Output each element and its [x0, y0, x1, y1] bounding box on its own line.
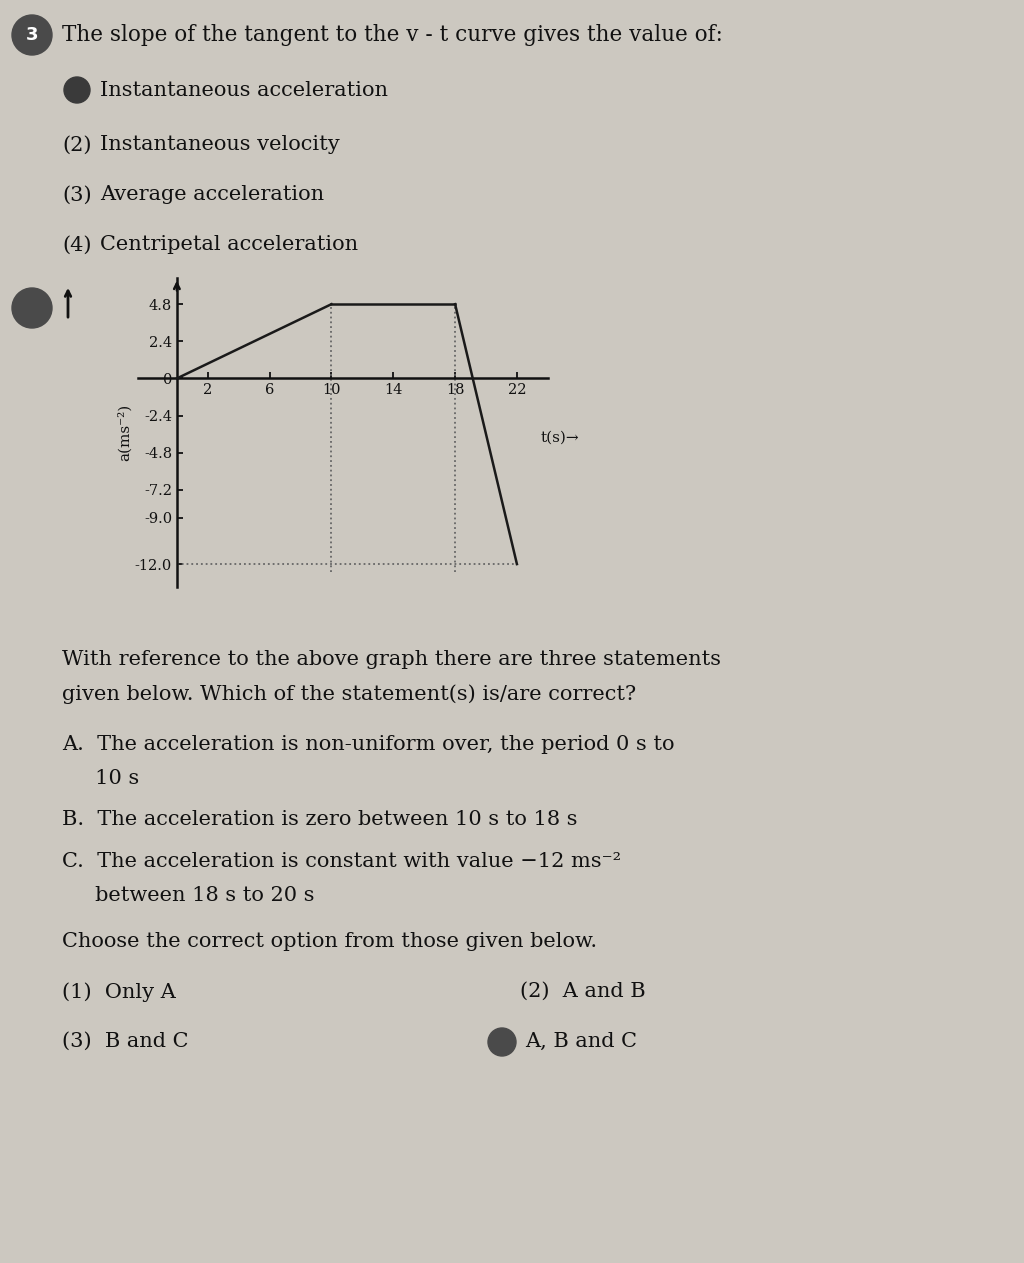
- Text: A.  The acceleration is non-uniform over, the period 0 s to: A. The acceleration is non-uniform over,…: [62, 735, 675, 754]
- Text: Choose the correct option from those given below.: Choose the correct option from those giv…: [62, 932, 597, 951]
- Text: (3): (3): [62, 186, 91, 205]
- Text: Instantaneous acceleration: Instantaneous acceleration: [100, 81, 388, 100]
- Text: given below. Which of the statement(s) is/are correct?: given below. Which of the statement(s) i…: [62, 685, 636, 703]
- Y-axis label: a(ms⁻²): a(ms⁻²): [118, 404, 132, 461]
- Text: t(s)→: t(s)→: [540, 431, 579, 445]
- Text: Instantaneous velocity: Instantaneous velocity: [100, 135, 340, 154]
- Text: C.  The acceleration is constant with value −12 ms⁻²: C. The acceleration is constant with val…: [62, 853, 622, 871]
- Text: (3)  B and C: (3) B and C: [62, 1032, 188, 1051]
- Text: The slope of the tangent to the v - t curve gives the value of:: The slope of the tangent to the v - t cu…: [62, 24, 723, 45]
- Text: 10 s: 10 s: [62, 769, 139, 788]
- Circle shape: [12, 15, 52, 56]
- Text: Centripetal acceleration: Centripetal acceleration: [100, 235, 358, 255]
- Text: B.  The acceleration is zero between 10 s to 18 s: B. The acceleration is zero between 10 s…: [62, 810, 578, 829]
- Text: (2): (2): [62, 135, 91, 154]
- Text: Average acceleration: Average acceleration: [100, 186, 325, 205]
- Text: (2)  A and B: (2) A and B: [520, 983, 645, 1002]
- Text: 3: 3: [26, 27, 38, 44]
- Text: (1)  Only A: (1) Only A: [62, 983, 176, 1002]
- Circle shape: [488, 1028, 516, 1056]
- Text: (4): (4): [62, 235, 91, 255]
- Text: With reference to the above graph there are three statements: With reference to the above graph there …: [62, 650, 721, 669]
- Circle shape: [12, 288, 52, 328]
- Text: A, B and C: A, B and C: [525, 1032, 637, 1051]
- Circle shape: [63, 77, 90, 104]
- Text: between 18 s to 20 s: between 18 s to 20 s: [62, 887, 314, 906]
